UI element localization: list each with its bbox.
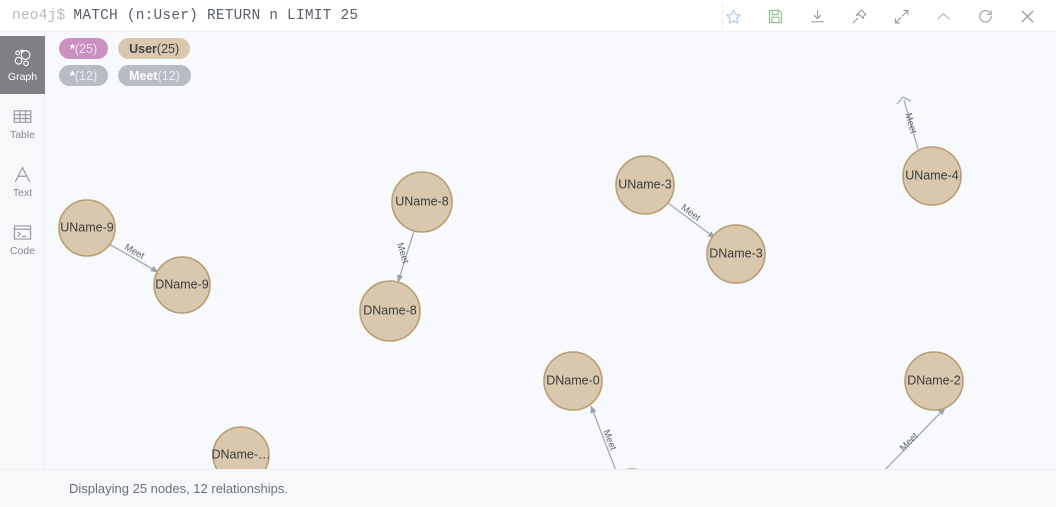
graph-node[interactable]: DName-3 — [706, 224, 766, 284]
sidebar-item-label-table: Table — [9, 128, 36, 141]
relationship-edge[interactable] — [108, 243, 159, 273]
sidebar-item-label-code: Code — [9, 244, 36, 257]
legend-row-relationships: * (12) Meet (12) — [59, 65, 191, 86]
code-icon — [12, 222, 33, 243]
expand-icon[interactable] — [880, 0, 922, 32]
relationship-edge[interactable] — [590, 405, 618, 469]
sidebar-item-table[interactable]: Table — [0, 94, 45, 152]
status-message: Displaying 25 nodes, 12 relationships. — [69, 481, 288, 496]
sidebar-item-code[interactable]: Code — [0, 210, 45, 268]
sidebar-item-text[interactable]: Text — [0, 152, 45, 210]
graph-node[interactable]: DName-9 — [153, 256, 211, 314]
relationship-edge[interactable] — [878, 407, 946, 469]
graph-node[interactable]: UName-3 — [615, 155, 675, 215]
graph-node[interactable]: UName-9 — [58, 199, 116, 257]
legend-chip-user-count: (25) — [156, 41, 180, 56]
save-icon[interactable] — [754, 0, 796, 32]
node-layer: UName-9 DName-9 UName-8 DName-8 UName-3 — [58, 146, 964, 469]
graph-node[interactable]: DName-0 — [543, 351, 603, 411]
query-text[interactable]: MATCH (n:User) RETURN n LIMIT 25 — [73, 7, 359, 24]
legend-chip-any-rel-label: * — [70, 68, 75, 83]
graph-visualization-canvas[interactable]: * (25) User (25) * (12) Meet (12) Meet Meet — [45, 32, 1056, 469]
legend-chip-any-node[interactable]: * (25) — [59, 38, 109, 59]
editor-divider — [722, 4, 723, 28]
legend-chip-user[interactable]: User (25) — [118, 38, 191, 59]
status-bar: Displaying 25 nodes, 12 relationships. — [0, 469, 1056, 507]
sidebar-item-label-text: Text — [12, 186, 33, 199]
text-icon — [12, 164, 33, 185]
graph-node[interactable]: UName-4 — [902, 146, 962, 206]
relationship-label: Meet — [898, 431, 921, 454]
pin-icon[interactable] — [838, 0, 880, 32]
graph-node[interactable]: DName-2 — [904, 351, 964, 411]
relationship-edge[interactable] — [667, 202, 716, 239]
legend-chip-user-label: User — [129, 41, 157, 56]
graph-node[interactable]: DName-… — [211, 426, 271, 469]
graph-node[interactable]: UName-8 — [391, 171, 453, 233]
relationship-label: Meet — [600, 428, 618, 452]
collapse-chevron-icon[interactable] — [922, 0, 964, 32]
editor-prompt: neo4j$ — [12, 7, 66, 24]
legend-chip-any-rel[interactable]: * (12) — [59, 65, 109, 86]
view-mode-sidebar: Graph Table Text — [0, 32, 45, 469]
query-editor-bar: neo4j$ MATCH (n:User) RETURN n LIMIT 25 — [0, 0, 1056, 32]
legend-row-nodes: * (25) User (25) — [59, 38, 191, 59]
graph-icon — [12, 48, 33, 69]
legend-chip-any-node-count: (25) — [74, 41, 98, 56]
table-icon — [12, 106, 33, 127]
refresh-icon[interactable] — [964, 0, 1006, 32]
sidebar-item-graph[interactable]: Graph — [0, 36, 45, 94]
legend-chip-any-rel-count: (12) — [74, 68, 98, 83]
relationship-edge[interactable] — [397, 230, 415, 283]
download-icon[interactable] — [796, 0, 838, 32]
legend-chip-meet-count: (12) — [157, 68, 180, 83]
relationship-label: Meet — [394, 242, 411, 266]
legend-chip-any-node-label: * — [70, 41, 75, 56]
sidebar-item-label-graph: Graph — [7, 70, 38, 83]
graph-svg[interactable]: Meet Meet Meet Meet Meet Meet UName-9 — [45, 32, 1056, 469]
relationship-edge[interactable] — [903, 99, 919, 150]
legend-chip-meet-label: Meet — [129, 68, 158, 83]
graph-node[interactable]: DName-8 — [359, 280, 421, 342]
legend-chip-meet[interactable]: Meet (12) — [118, 65, 191, 86]
relationship-layer: Meet Meet Meet Meet Meet Meet — [108, 96, 946, 469]
graph-legend: * (25) User (25) * (12) Meet (12) — [59, 38, 191, 86]
editor-toolbar — [712, 0, 1048, 32]
favorite-star-icon[interactable] — [712, 0, 754, 32]
close-icon[interactable] — [1006, 0, 1048, 32]
relationship-edge-cap — [896, 96, 912, 105]
